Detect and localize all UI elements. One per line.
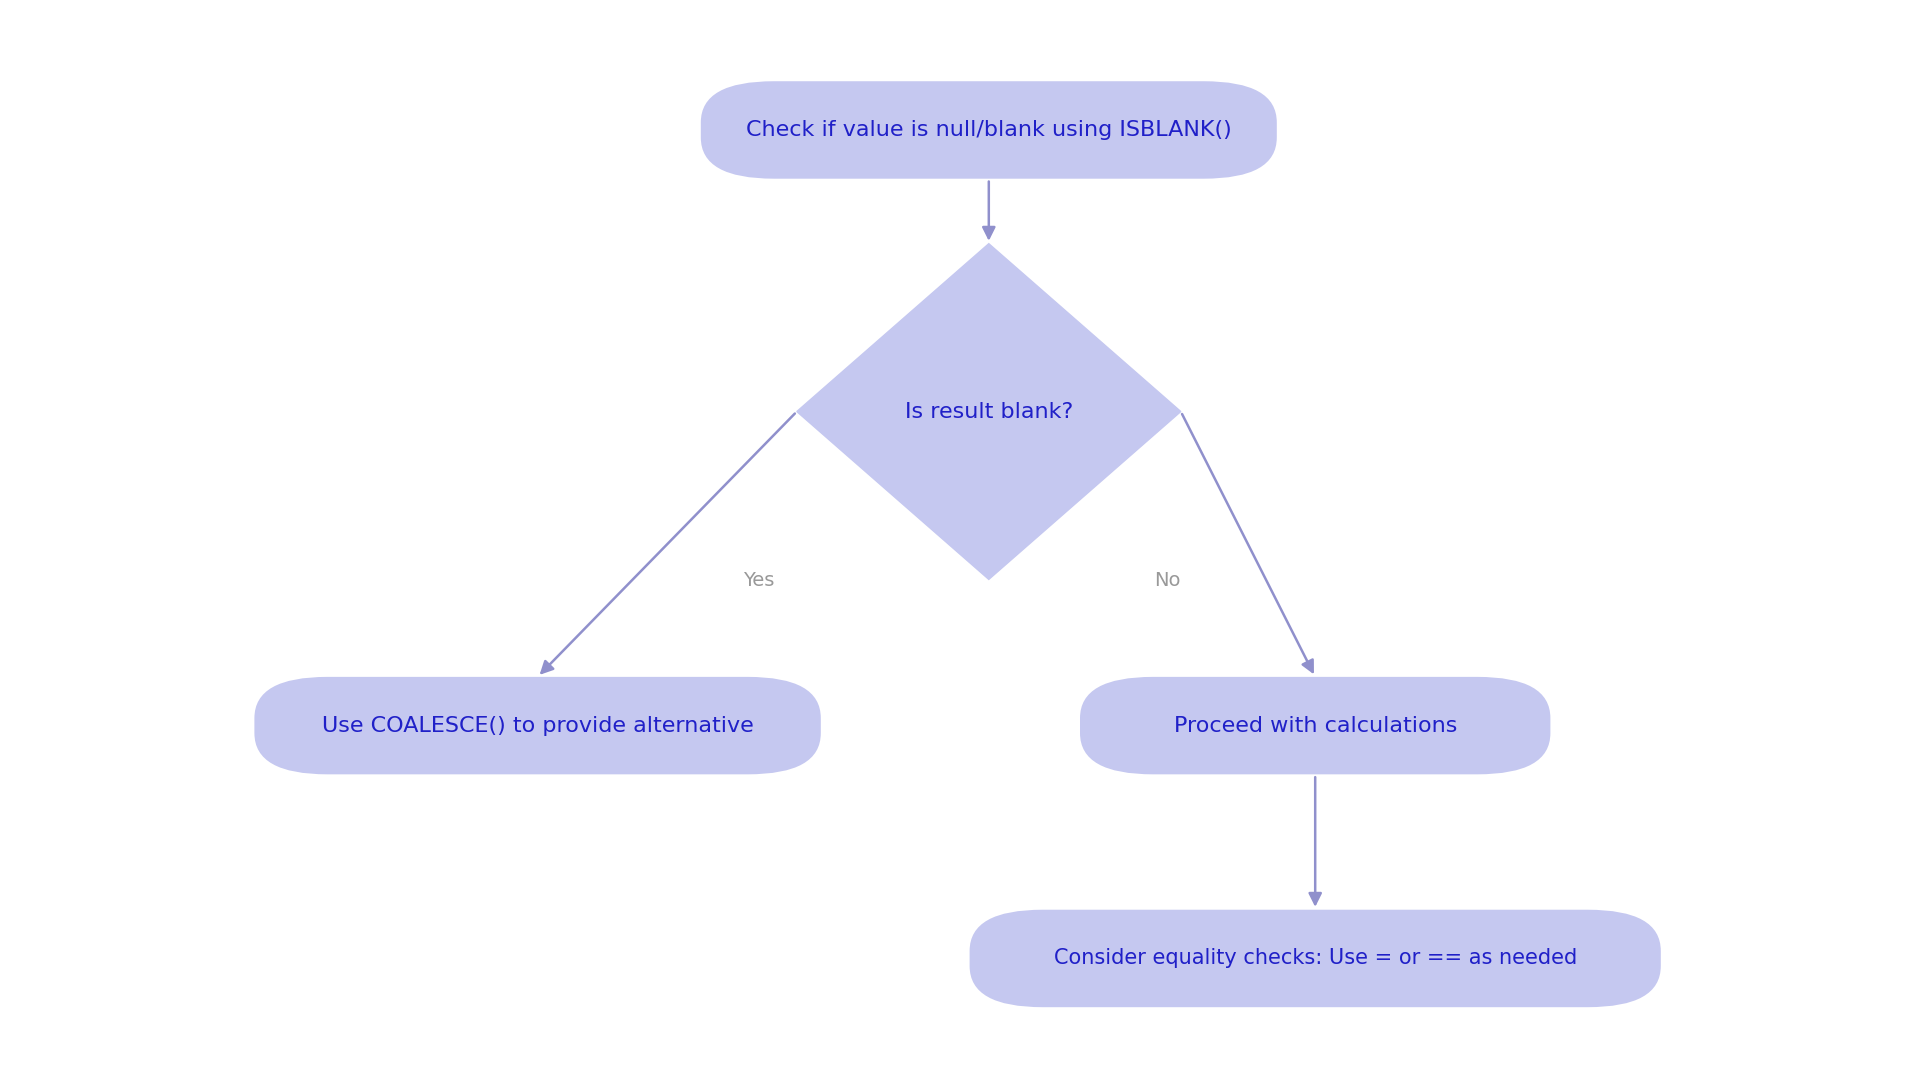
Text: Consider equality checks: Use = or == as needed: Consider equality checks: Use = or == as… [1054, 949, 1576, 968]
Polygon shape [797, 244, 1181, 579]
Text: Use COALESCE() to provide alternative: Use COALESCE() to provide alternative [323, 716, 753, 735]
FancyBboxPatch shape [1079, 677, 1551, 774]
FancyBboxPatch shape [701, 81, 1277, 179]
Text: Is result blank?: Is result blank? [904, 402, 1073, 421]
Text: Yes: Yes [743, 571, 774, 590]
FancyBboxPatch shape [255, 677, 822, 774]
Text: Check if value is null/blank using ISBLANK(): Check if value is null/blank using ISBLA… [747, 120, 1231, 140]
FancyBboxPatch shape [970, 910, 1661, 1007]
Text: Proceed with calculations: Proceed with calculations [1173, 716, 1457, 735]
Text: No: No [1154, 571, 1181, 590]
